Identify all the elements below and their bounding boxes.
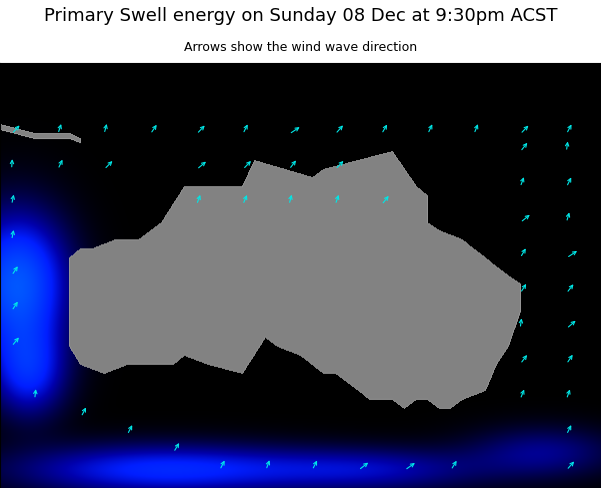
Text: Primary Swell energy on Sunday 08 Dec at 9:30pm ACST: Primary Swell energy on Sunday 08 Dec at… (44, 7, 557, 25)
Text: Arrows show the wind wave direction: Arrows show the wind wave direction (184, 41, 417, 54)
